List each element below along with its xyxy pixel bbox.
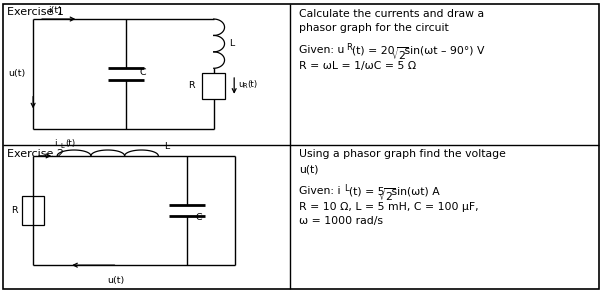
Text: R = 10 Ω, L = 5 mH, C = 100 μF,: R = 10 Ω, L = 5 mH, C = 100 μF, [299, 202, 479, 212]
Text: sin(ωt – 90°) V: sin(ωt – 90°) V [401, 45, 485, 55]
Text: (t): (t) [247, 80, 257, 89]
Text: C: C [140, 68, 146, 77]
Text: Given: i: Given: i [299, 186, 341, 196]
Text: R = ωL = 1/ωC = 5 Ω: R = ωL = 1/ωC = 5 Ω [299, 61, 417, 71]
Text: R: R [11, 206, 17, 215]
Text: Exercise 1: Exercise 1 [7, 7, 64, 17]
Text: $\sqrt{2}$: $\sqrt{2}$ [391, 45, 408, 62]
Text: sin(ωt) A: sin(ωt) A [388, 186, 440, 196]
Bar [22, 196, 44, 225]
Text: R: R [188, 81, 195, 90]
Text: u: u [238, 80, 243, 89]
Text: Calculate the currents and draw a: Calculate the currents and draw a [299, 9, 485, 19]
Text: ω = 1000 rad/s: ω = 1000 rad/s [299, 216, 383, 226]
Text: phasor graph for the circuit: phasor graph for the circuit [299, 23, 449, 33]
Text: L: L [344, 184, 349, 193]
Text: L: L [229, 39, 235, 48]
Text: u(t): u(t) [8, 69, 25, 79]
Text: R: R [243, 83, 247, 89]
Text: C: C [196, 213, 202, 222]
Text: L: L [164, 142, 170, 151]
Text: Using a phasor graph find the voltage: Using a phasor graph find the voltage [299, 149, 506, 159]
Text: (t): (t) [65, 139, 75, 148]
Text: i(t): i(t) [48, 6, 62, 15]
Text: u(t): u(t) [107, 276, 125, 285]
Text: i: i [54, 139, 57, 148]
Text: $\sqrt{2}$: $\sqrt{2}$ [378, 186, 396, 203]
Text: u(t): u(t) [299, 164, 318, 174]
Text: (t) = 20: (t) = 20 [352, 45, 394, 55]
Text: (t) = 5: (t) = 5 [349, 186, 385, 196]
Text: Exercise 2: Exercise 2 [7, 149, 64, 159]
Text: R: R [346, 43, 352, 52]
Text: L: L [60, 144, 64, 149]
Text: Given: u: Given: u [299, 45, 344, 55]
Bar [202, 73, 225, 99]
